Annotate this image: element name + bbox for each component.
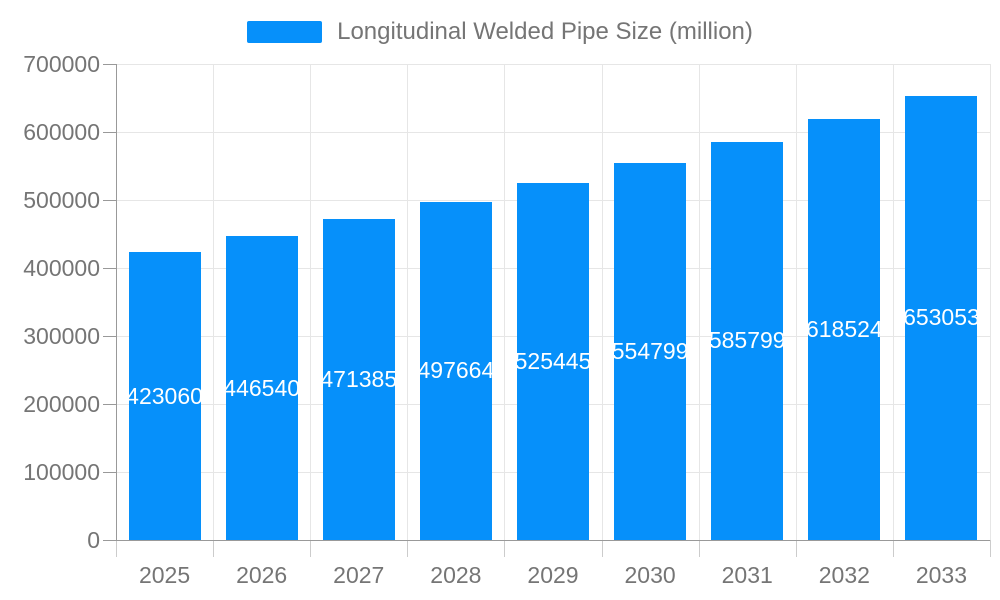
x-axis-tick <box>310 540 312 557</box>
x-axis-label: 2031 <box>721 562 773 588</box>
y-axis-label: 700000 <box>23 51 100 77</box>
x-gridline <box>795 64 797 540</box>
y-axis-label: 0 <box>87 527 100 553</box>
bar[interactable]: 618524 <box>808 119 881 540</box>
y-gridline <box>116 64 990 65</box>
x-axis-label: 2025 <box>138 562 191 588</box>
x-gridline <box>310 64 312 540</box>
y-axis-label: 100000 <box>23 459 100 485</box>
x-axis-tick <box>504 540 506 557</box>
bar-value-label: 585799 <box>711 327 784 354</box>
x-gridline <box>990 64 991 540</box>
bar[interactable]: 525445 <box>517 182 589 540</box>
x-axis-line <box>103 540 990 541</box>
x-gridline <box>601 64 603 540</box>
x-axis-label: 2032 <box>818 562 870 588</box>
bar-value-label: 525445 <box>517 347 589 374</box>
bar[interactable]: 423060 <box>128 252 201 540</box>
bar[interactable]: 497664 <box>419 201 492 540</box>
x-axis-label: 2027 <box>333 562 385 588</box>
x-axis-tick <box>601 540 603 557</box>
x-axis-tick <box>213 540 215 557</box>
bar[interactable]: 446540 <box>225 236 298 540</box>
legend-label: Longitudinal Welded Pipe Size (million) <box>337 18 753 45</box>
y-axis-label: 200000 <box>23 391 100 417</box>
y-axis-tick <box>103 132 116 133</box>
y-axis-label: 300000 <box>23 323 100 349</box>
legend-item[interactable]: Longitudinal Welded Pipe Size (million) <box>247 18 753 46</box>
bar[interactable]: 585799 <box>711 141 784 540</box>
y-axis-tick <box>103 336 116 337</box>
x-axis-tick <box>116 540 117 557</box>
x-axis-label: 2033 <box>915 562 968 588</box>
bar-value-label: 446540 <box>225 374 298 401</box>
x-axis-label: 2026 <box>236 562 288 588</box>
x-axis-label: 2030 <box>624 562 676 588</box>
bar-value-label: 554799 <box>614 337 687 364</box>
bar[interactable]: 471385 <box>322 219 395 540</box>
y-axis-tick <box>103 200 116 201</box>
x-gridline <box>698 64 700 540</box>
bar-value-label: 653053 <box>905 304 978 331</box>
y-axis-line <box>116 64 117 540</box>
legend-swatch-icon <box>247 21 323 43</box>
x-gridline <box>504 64 506 540</box>
x-axis-label: 2029 <box>527 562 579 588</box>
y-axis-tick <box>103 64 116 65</box>
y-axis-tick <box>103 472 116 473</box>
legend: Longitudinal Welded Pipe Size (million) <box>0 18 1000 46</box>
bar[interactable]: 554799 <box>614 162 687 540</box>
x-axis-label: 2028 <box>430 562 482 588</box>
y-axis-label: 600000 <box>23 119 100 145</box>
x-axis-tick <box>990 540 991 557</box>
x-axis-tick <box>407 540 409 557</box>
y-gridline <box>116 132 990 133</box>
y-axis-label: 500000 <box>23 187 100 213</box>
x-gridline <box>407 64 409 540</box>
bar-value-label: 423060 <box>128 382 201 409</box>
y-axis-label: 400000 <box>23 255 100 281</box>
x-gridline <box>213 64 215 540</box>
x-gridline <box>892 64 894 540</box>
bar[interactable]: 653053 <box>905 95 978 540</box>
x-axis-tick <box>795 540 797 557</box>
bar-value-label: 618524 <box>808 316 881 343</box>
y-axis-tick <box>103 404 116 405</box>
bar-value-label: 471385 <box>322 366 395 393</box>
x-axis-tick <box>698 540 700 557</box>
x-axis-tick <box>892 540 894 557</box>
y-axis-tick <box>103 268 116 269</box>
bar-value-label: 497664 <box>419 357 492 384</box>
